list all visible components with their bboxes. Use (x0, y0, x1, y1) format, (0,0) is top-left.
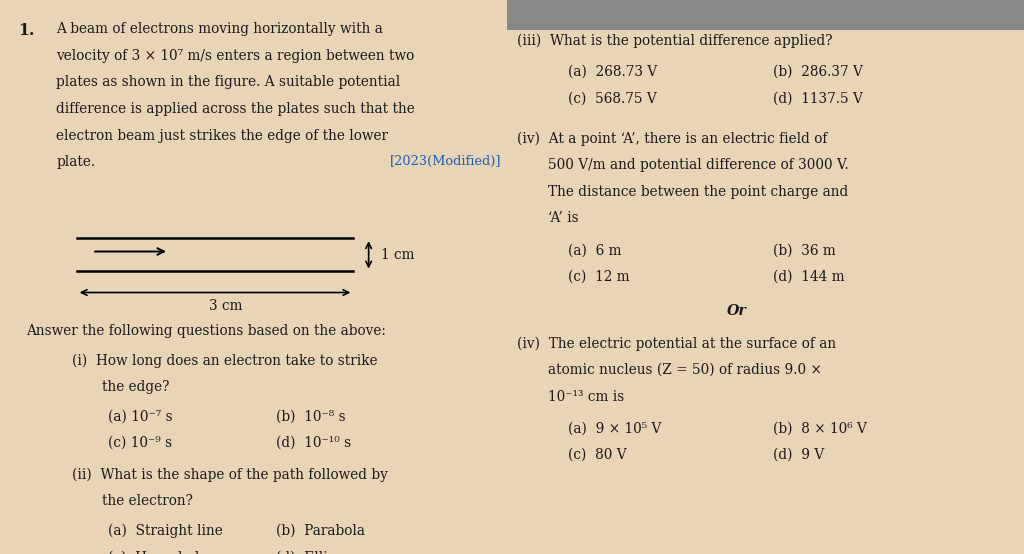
Text: (c)  12 m: (c) 12 m (568, 270, 630, 284)
Text: (a)  Straight line: (a) Straight line (108, 524, 222, 538)
Text: (d)  9 V: (d) 9 V (773, 448, 824, 462)
Text: (d)  1137.5 V: (d) 1137.5 V (773, 92, 863, 106)
Text: (b)  Parabola: (b) Parabola (276, 524, 366, 537)
Text: The distance between the point charge and: The distance between the point charge an… (548, 185, 848, 199)
Text: (c)  80 V: (c) 80 V (568, 448, 627, 462)
Text: (ii)  What is the shape of the path followed by: (ii) What is the shape of the path follo… (72, 468, 387, 482)
Text: velocity of 3 × 10⁷ m/s enters a region between two: velocity of 3 × 10⁷ m/s enters a region … (56, 49, 415, 63)
Text: 10⁻¹³ cm is: 10⁻¹³ cm is (548, 389, 624, 403)
Text: (a)  9 × 10⁵ V: (a) 9 × 10⁵ V (568, 422, 662, 435)
Text: ‘A’ is: ‘A’ is (548, 212, 579, 225)
Text: (d)  144 m: (d) 144 m (773, 270, 845, 284)
Text: (c) 10⁻⁹ s: (c) 10⁻⁹ s (108, 436, 172, 450)
Text: (b)  8 × 10⁶ V: (b) 8 × 10⁶ V (773, 422, 867, 435)
Text: (a)  268.73 V: (a) 268.73 V (568, 65, 657, 79)
Text: plates as shown in the figure. A suitable potential: plates as shown in the figure. A suitabl… (56, 75, 400, 89)
Text: Answer the following questions based on the above:: Answer the following questions based on … (26, 324, 385, 338)
Text: (i)  How long does an electron take to strike: (i) How long does an electron take to st… (72, 353, 377, 368)
Text: plate.: plate. (56, 155, 95, 169)
Text: (iv)  At a point ‘A’, there is an electric field of: (iv) At a point ‘A’, there is an electri… (517, 132, 827, 146)
Text: [2023(Modified)]: [2023(Modified)] (390, 155, 502, 168)
Text: (d)  10⁻¹⁰ s: (d) 10⁻¹⁰ s (276, 436, 351, 450)
Text: (b)  286.37 V: (b) 286.37 V (773, 65, 863, 79)
Text: (a)  6 m: (a) 6 m (568, 243, 622, 257)
Text: (c)  568.75 V: (c) 568.75 V (568, 92, 657, 106)
Text: atomic nucleus (Z = 50) of radius 9.0 ×: atomic nucleus (Z = 50) of radius 9.0 × (548, 363, 821, 377)
Text: (iv)  The electric potential at the surface of an: (iv) The electric potential at the surfa… (517, 336, 837, 351)
Text: (b)  10⁻⁸ s: (b) 10⁻⁸ s (276, 409, 346, 423)
Text: (b)  36 m: (b) 36 m (773, 243, 836, 257)
Text: A beam of electrons moving horizontally with a: A beam of electrons moving horizontally … (56, 22, 383, 36)
Text: 500 V/m and potential difference of 3000 V.: 500 V/m and potential difference of 3000… (548, 158, 849, 172)
Text: (c)  Hyperbola: (c) Hyperbola (108, 550, 207, 554)
Text: 3 cm: 3 cm (209, 299, 242, 313)
Text: difference is applied across the plates such that the: difference is applied across the plates … (56, 102, 415, 116)
Text: electron beam just strikes the edge of the lower: electron beam just strikes the edge of t… (56, 129, 388, 142)
Text: the electron?: the electron? (102, 494, 194, 508)
Text: the edge?: the edge? (102, 380, 170, 394)
Text: Or: Or (727, 305, 748, 319)
Text: (iii)  What is the potential difference applied?: (iii) What is the potential difference a… (517, 33, 833, 48)
Text: 1 cm: 1 cm (381, 248, 415, 262)
Text: (a) 10⁻⁷ s: (a) 10⁻⁷ s (108, 409, 172, 423)
Bar (507, 0, 1024, 30)
Text: 1.: 1. (18, 22, 35, 39)
Text: (d)  Ellipse: (d) Ellipse (276, 550, 352, 554)
